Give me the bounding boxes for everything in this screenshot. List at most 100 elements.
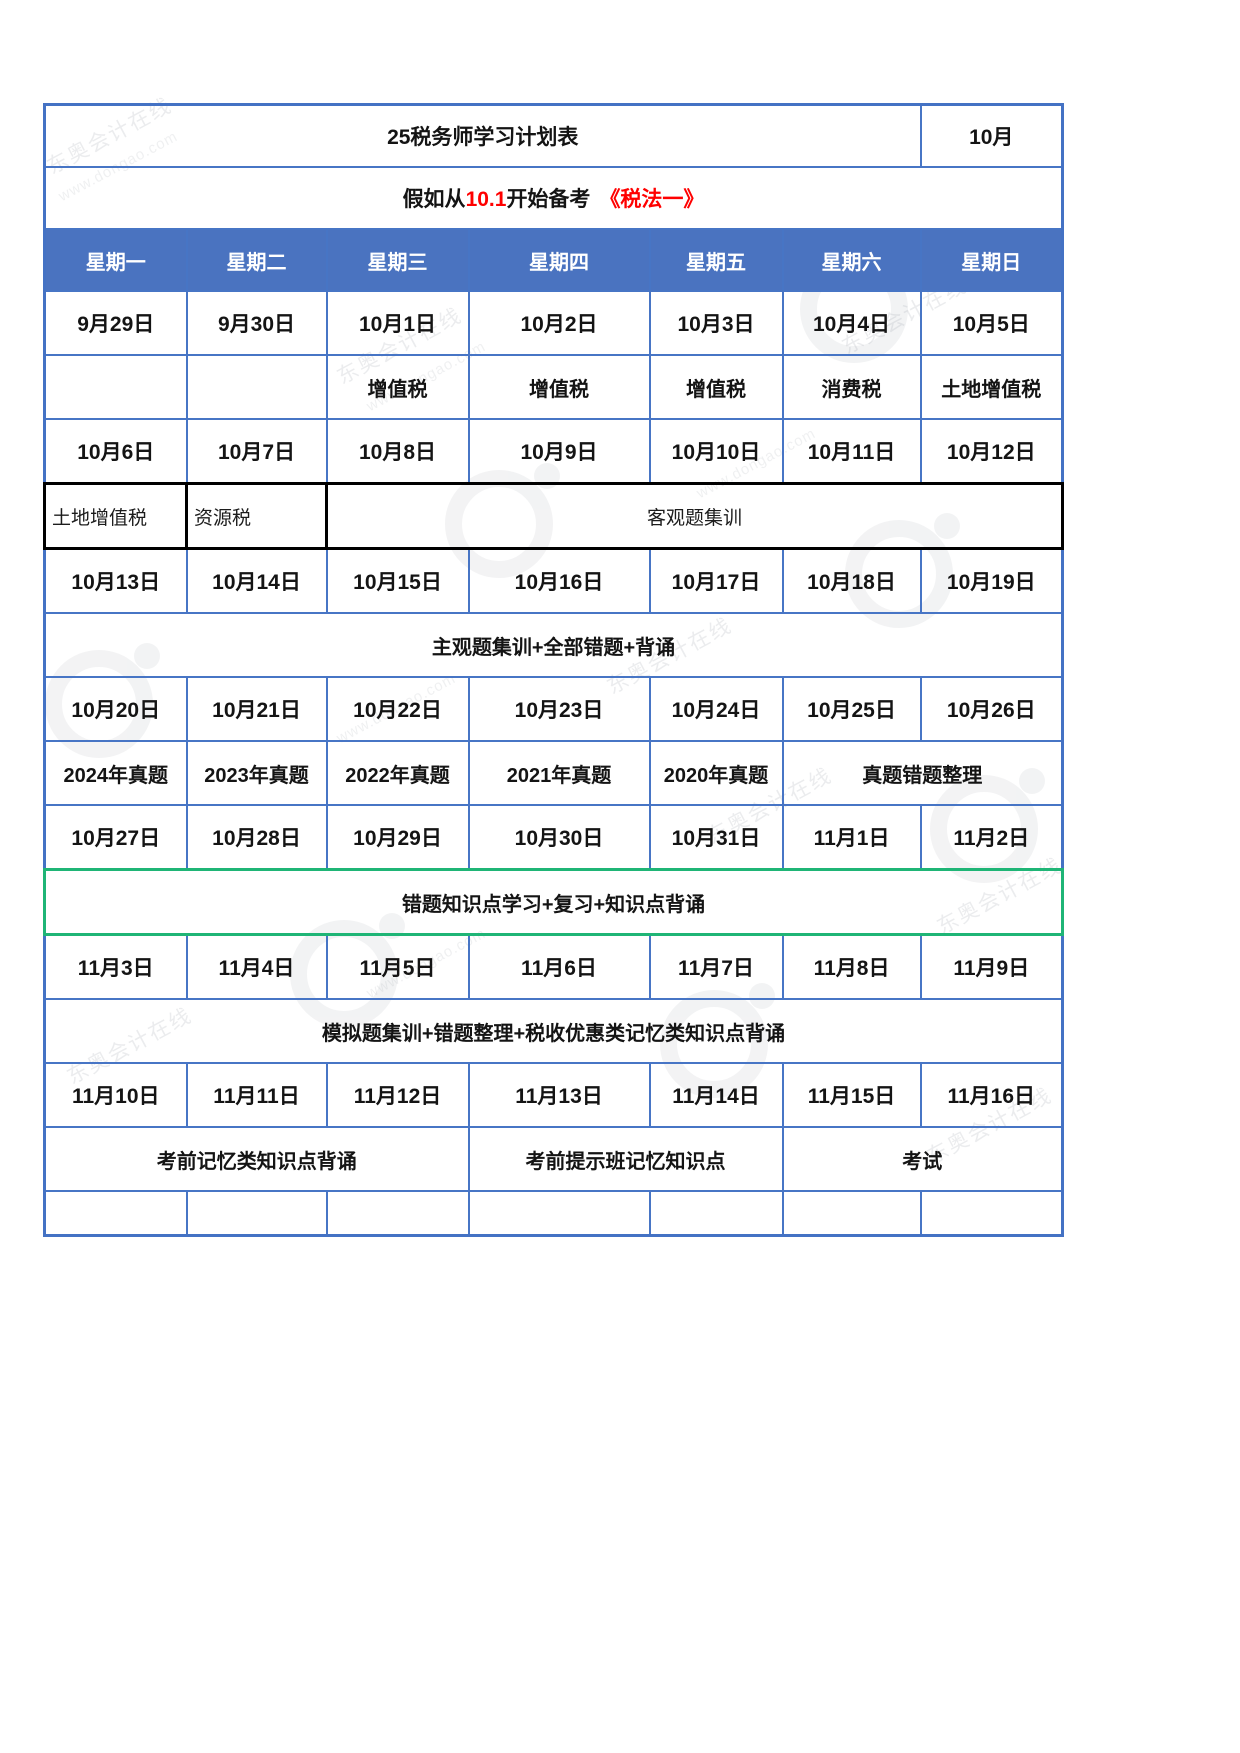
weekday-header-cell: 星期日 — [919, 228, 1064, 292]
date-cell: 10月18日 — [781, 547, 922, 614]
date-cell: 11月11日 — [185, 1062, 328, 1128]
week6-dates-row: 11月3日 11月4日 11月5日 11月6日 11月7日 11月8日 11月9… — [43, 933, 1064, 1000]
weekday-header-cell: 星期三 — [325, 228, 470, 292]
task-cell: 2021年真题 — [467, 740, 651, 806]
date-cell: 11月1日 — [781, 804, 922, 871]
date-cell: 11月3日 — [43, 933, 188, 1000]
task-cell-merged: 真题错题整理 — [781, 740, 1064, 806]
date-cell: 10月16日 — [467, 547, 651, 614]
date-cell: 10月22日 — [325, 676, 470, 742]
date-cell: 10月3日 — [648, 290, 784, 356]
task-cell-merged: 考前记忆类知识点背诵 — [43, 1126, 470, 1192]
empty-cell — [467, 1190, 651, 1237]
date-cell: 11月9日 — [919, 933, 1064, 1000]
date-cell: 10月11日 — [781, 418, 922, 485]
task-cell — [185, 354, 328, 420]
subtitle-row: 假如从10.1开始备考 《税法一》 — [43, 166, 1064, 230]
task-cell-merged: 错题知识点学习+复习+知识点背诵 — [42, 868, 1065, 936]
date-cell: 11月2日 — [919, 804, 1064, 871]
date-cell: 10月5日 — [919, 290, 1064, 356]
weekday-header-cell: 星期二 — [185, 228, 328, 292]
weekday-header-cell: 星期六 — [781, 228, 922, 292]
task-cell: 增值税 — [325, 354, 470, 420]
date-cell: 11月10日 — [43, 1062, 188, 1128]
date-cell: 11月14日 — [648, 1062, 784, 1128]
date-cell: 10月6日 — [43, 418, 188, 485]
date-cell: 10月4日 — [781, 290, 922, 356]
date-cell: 10月20日 — [43, 676, 188, 742]
weekday-header-cell: 星期一 — [43, 228, 188, 292]
task-cell-merged: 主观题集训+全部错题+背诵 — [43, 612, 1064, 678]
date-cell: 10月10日 — [648, 418, 784, 485]
date-cell: 10月17日 — [648, 547, 784, 614]
date-cell: 10月7日 — [185, 418, 328, 485]
task-cell: 增值税 — [467, 354, 651, 420]
date-cell: 10月30日 — [467, 804, 651, 871]
date-cell: 10月1日 — [325, 290, 470, 356]
date-cell: 11月7日 — [648, 933, 784, 1000]
task-cell — [43, 354, 188, 420]
task-cell: 2023年真题 — [185, 740, 328, 806]
week1-tasks-row: 增值税 增值税 增值税 消费税 土地增值税 — [43, 354, 1064, 420]
study-plan-table: 25税务师学习计划表 10月 假如从10.1开始备考 《税法一》 星期一 星期二 … — [42, 103, 1065, 1237]
date-cell: 10月14日 — [185, 547, 328, 614]
task-cell: 增值税 — [648, 354, 784, 420]
date-cell: 10月29日 — [325, 804, 470, 871]
date-cell: 10月24日 — [648, 676, 784, 742]
task-cell: 土地增值税 — [919, 354, 1064, 420]
subtitle-start-date: 10.1 — [465, 188, 507, 211]
date-cell: 10月25日 — [781, 676, 922, 742]
week4-dates-row: 10月20日 10月21日 10月22日 10月23日 10月24日 10月25… — [43, 676, 1064, 742]
task-cell-merged: 模拟题集训+错题整理+税收优惠类记忆类知识点背诵 — [43, 998, 1064, 1064]
weekday-header-cell: 星期四 — [467, 228, 651, 292]
date-cell: 10月2日 — [467, 290, 651, 356]
week5-tasks-row: 错题知识点学习+复习+知识点背诵 — [42, 868, 1065, 936]
weekday-header-row: 星期一 星期二 星期三 星期四 星期五 星期六 星期日 — [43, 228, 1064, 292]
date-cell: 11月15日 — [781, 1062, 922, 1128]
date-cell: 11月6日 — [467, 933, 651, 1000]
date-cell: 11月13日 — [467, 1062, 651, 1128]
empty-cell — [648, 1190, 784, 1237]
task-cell: 2024年真题 — [43, 740, 188, 806]
task-cell: 土地增值税 — [43, 482, 188, 550]
subtitle-middle: 开始备考 — [506, 188, 591, 211]
task-cell-merged: 考试 — [781, 1126, 1064, 1192]
task-cell-merged: 考前提示班记忆知识点 — [467, 1126, 784, 1192]
date-cell: 10月23日 — [467, 676, 651, 742]
date-cell: 10月15日 — [325, 547, 470, 614]
month-cell: 10月 — [919, 103, 1064, 168]
date-cell: 9月29日 — [43, 290, 188, 356]
week3-tasks-row: 主观题集训+全部错题+背诵 — [43, 612, 1064, 678]
task-cell: 2020年真题 — [648, 740, 784, 806]
date-cell: 9月30日 — [185, 290, 328, 356]
week7-tasks-row: 考前记忆类知识点背诵 考前提示班记忆知识点 考试 — [43, 1126, 1064, 1192]
weekday-header-cell: 星期五 — [648, 228, 784, 292]
week3-dates-row: 10月13日 10月14日 10月15日 10月16日 10月17日 10月18… — [43, 547, 1064, 614]
date-cell: 11月8日 — [781, 933, 922, 1000]
week5-dates-row: 10月27日 10月28日 10月29日 10月30日 10月31日 11月1日… — [43, 804, 1064, 871]
empty-cell — [185, 1190, 328, 1237]
date-cell: 10月21日 — [185, 676, 328, 742]
date-cell: 11月5日 — [325, 933, 470, 1000]
page-title: 25税务师学习计划表 — [43, 103, 922, 168]
week7-dates-row: 11月10日 11月11日 11月12日 11月13日 11月14日 11月15… — [43, 1062, 1064, 1128]
empty-cell — [43, 1190, 188, 1237]
date-cell: 10月8日 — [325, 418, 470, 485]
week2-dates-row: 10月6日 10月7日 10月8日 10月9日 10月10日 10月11日 10… — [43, 418, 1064, 485]
empty-row — [43, 1190, 1064, 1237]
task-cell: 消费税 — [781, 354, 922, 420]
date-cell: 11月12日 — [325, 1062, 470, 1128]
date-cell: 10月26日 — [919, 676, 1064, 742]
subtitle-prefix: 假如从 — [402, 188, 466, 211]
week1-dates-row: 9月29日 9月30日 10月1日 10月2日 10月3日 10月4日 10月5… — [43, 290, 1064, 356]
task-cell-merged: 客观题集训 — [324, 482, 1065, 550]
empty-cell — [781, 1190, 922, 1237]
date-cell: 10月9日 — [467, 418, 651, 485]
subtitle-cell: 假如从10.1开始备考 《税法一》 — [43, 166, 1064, 230]
date-cell: 11月16日 — [919, 1062, 1064, 1128]
empty-cell — [919, 1190, 1064, 1237]
date-cell: 10月31日 — [648, 804, 784, 871]
task-cell: 2022年真题 — [325, 740, 470, 806]
subtitle-book-name: 《税法一》 — [599, 188, 705, 211]
date-cell: 10月27日 — [43, 804, 188, 871]
